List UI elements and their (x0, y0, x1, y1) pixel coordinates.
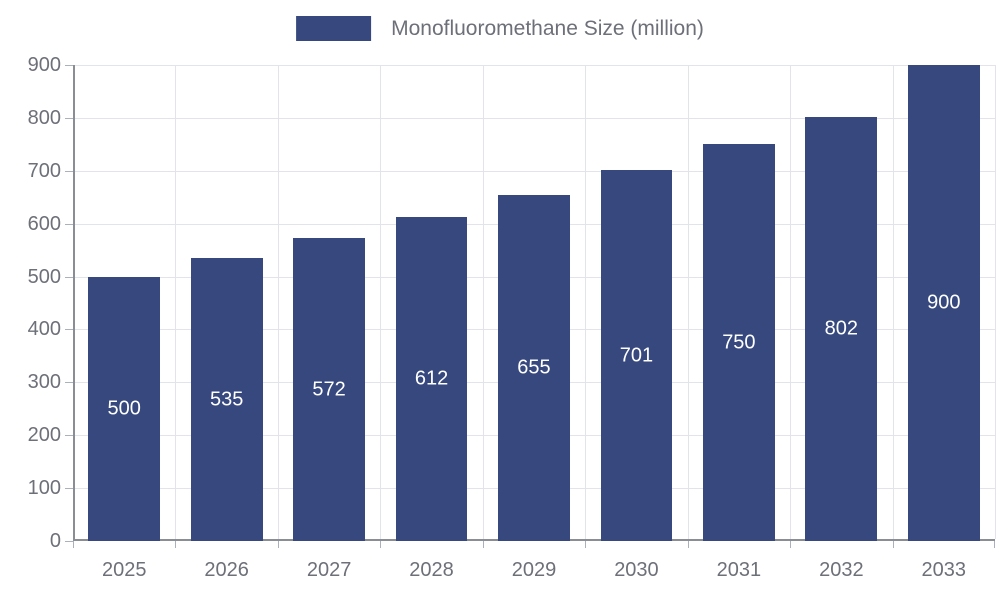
bar: 750 (703, 144, 775, 541)
bar-value-label: 572 (312, 378, 346, 401)
y-tick-label: 0 (49, 530, 61, 552)
x-tick-label: 2029 (511, 559, 557, 581)
y-tick-label: 100 (27, 477, 61, 500)
legend-swatch (296, 16, 372, 41)
x-tick-mark (482, 541, 484, 548)
y-tick-mark (65, 329, 73, 331)
gridline-vertical (278, 65, 279, 539)
bar-value-label: 750 (722, 331, 756, 354)
x-tick-label: 2033 (921, 559, 967, 581)
gridline-vertical (175, 65, 176, 539)
gridline-vertical (995, 65, 996, 539)
x-tick-label: 2025 (101, 559, 147, 581)
legend[interactable]: Monofluoromethane Size (million) (296, 16, 704, 41)
x-tick-label: 2026 (204, 559, 249, 581)
x-tick-mark (790, 541, 792, 548)
bar: 655 (498, 194, 570, 541)
y-tick-mark (65, 382, 73, 384)
gridline-vertical (688, 65, 689, 539)
plot-area: 500 535 572 612 655 701 750 802 900 (73, 65, 996, 541)
gridline-vertical (585, 65, 586, 539)
x-tick-label: 2031 (716, 559, 762, 581)
x-tick-mark (892, 541, 894, 548)
y-tick-mark (65, 117, 73, 119)
x-tick-label: 2028 (409, 559, 454, 581)
bar-value-label: 535 (209, 388, 244, 410)
y-tick-mark (65, 65, 73, 66)
bar: 612 (395, 217, 468, 541)
y-tick-label: 800 (27, 106, 61, 129)
legend-label: Monofluoromethane Size (million) (391, 16, 704, 40)
gridline-horizontal (75, 65, 995, 66)
bar-value-label: 655 (517, 356, 551, 379)
y-tick-label: 600 (27, 212, 61, 235)
x-tick-mark (175, 541, 177, 548)
x-tick-label: 2027 (306, 559, 352, 581)
x-tick-mark (585, 541, 587, 548)
bar-value-label: 701 (619, 344, 654, 367)
y-tick-label: 500 (27, 265, 61, 288)
bar-value-label: 500 (107, 397, 141, 420)
x-tick-label: 2032 (819, 559, 864, 581)
y-tick-label: 900 (27, 54, 61, 76)
x-tick-mark (380, 541, 382, 548)
y-tick-mark (65, 276, 73, 278)
y-tick-mark (65, 170, 73, 172)
gridline-vertical (483, 65, 484, 539)
gridline-horizontal (75, 170, 995, 172)
y-tick-mark (65, 541, 73, 542)
bar: 500 (88, 276, 161, 541)
gridline-vertical (893, 65, 894, 539)
bar: 701 (600, 170, 673, 541)
x-tick-mark (687, 541, 689, 548)
y-tick-label: 400 (27, 318, 61, 341)
gridline-vertical (790, 65, 791, 539)
y-tick-label: 300 (27, 371, 61, 394)
y-tick-label: 200 (27, 424, 61, 447)
bar: 572 (293, 238, 365, 541)
bar: 535 (190, 258, 263, 541)
x-tick-mark (277, 541, 279, 548)
x-tick-label: 2030 (614, 559, 659, 581)
y-tick-mark (65, 435, 73, 437)
bar: 802 (805, 116, 878, 541)
bar-value-label: 802 (824, 317, 858, 340)
x-tick-mark (994, 541, 995, 548)
gridline-vertical (380, 65, 381, 539)
bar-value-label: 612 (414, 367, 449, 390)
y-tick-mark (65, 488, 73, 490)
y-tick-mark (65, 223, 73, 225)
bar: 900 (907, 65, 980, 541)
y-tick-label: 700 (27, 159, 61, 182)
x-tick-mark (73, 541, 74, 548)
bar-value-label: 900 (927, 291, 961, 314)
gridline-horizontal (75, 117, 995, 119)
